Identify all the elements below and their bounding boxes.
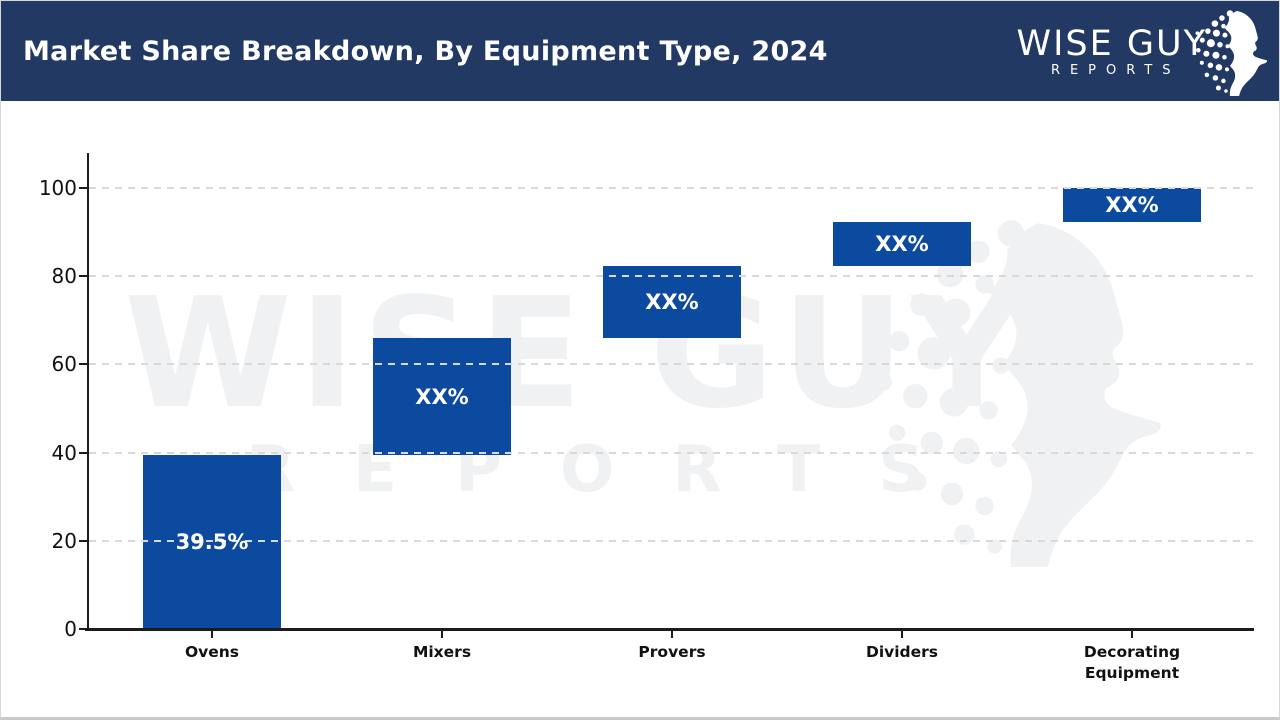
- logo-text: WISE GUY REPORTS: [1016, 26, 1207, 78]
- watermark-subtitle: REPORTS: [246, 433, 983, 507]
- wise-guy-reports-logo: WISE GUY REPORTS: [1016, 8, 1279, 96]
- watermark-wordmark: WISE GUY: [124, 265, 1029, 442]
- logo-wordmark: WISE GUY: [1016, 24, 1207, 64]
- x-category-label: Mixers: [412, 643, 472, 661]
- labels-layer: 0 20 40 60 80 100 39.5% Ovens XX% Mixers XX% Prover…: [1, 101, 1279, 717]
- x-category-label: Decorating Equipment: [1083, 643, 1181, 682]
- watermark: WISE GUY REPORTS: [1, 101, 1279, 717]
- bar-value-label: XX%: [645, 290, 699, 315]
- header-bar: Market Share Breakdown, By Equipment Typ…: [1, 1, 1279, 101]
- x-category-label: Dividers: [865, 643, 939, 661]
- bar-ovens: [143, 454, 281, 629]
- y-tick-label: 100: [38, 176, 77, 200]
- x-category-label: Ovens: [184, 643, 240, 661]
- chart-area: WISE GUY REPORTS 0 20 40 60 80 100 39.5% Ovens X…: [1, 101, 1279, 717]
- bar-value-label: XX%: [875, 232, 929, 257]
- y-tick-label: 60: [51, 352, 77, 377]
- bar-mixers: [373, 338, 511, 455]
- y-tick-label: 20: [51, 528, 77, 553]
- y-tick-label: 80: [51, 264, 77, 289]
- y-tick-label: 40: [51, 440, 77, 465]
- y-tick-label: 0: [64, 617, 77, 641]
- bar-value-label: XX%: [1105, 192, 1159, 217]
- watermark-text: WISE GUY REPORTS: [124, 265, 1029, 508]
- x-category-label: Provers: [638, 643, 706, 661]
- bar-provers: [603, 266, 741, 339]
- bars-layer: [1, 101, 1279, 717]
- page-title: Market Share Breakdown, By Equipment Typ…: [23, 35, 828, 67]
- logo-subtitle: REPORTS: [1050, 63, 1181, 78]
- bar-dividers: [833, 221, 971, 267]
- bar-value-label: XX%: [415, 384, 469, 409]
- bar-decorating-equipment: [1063, 188, 1201, 222]
- bar-value-label: 39.5%: [175, 529, 249, 554]
